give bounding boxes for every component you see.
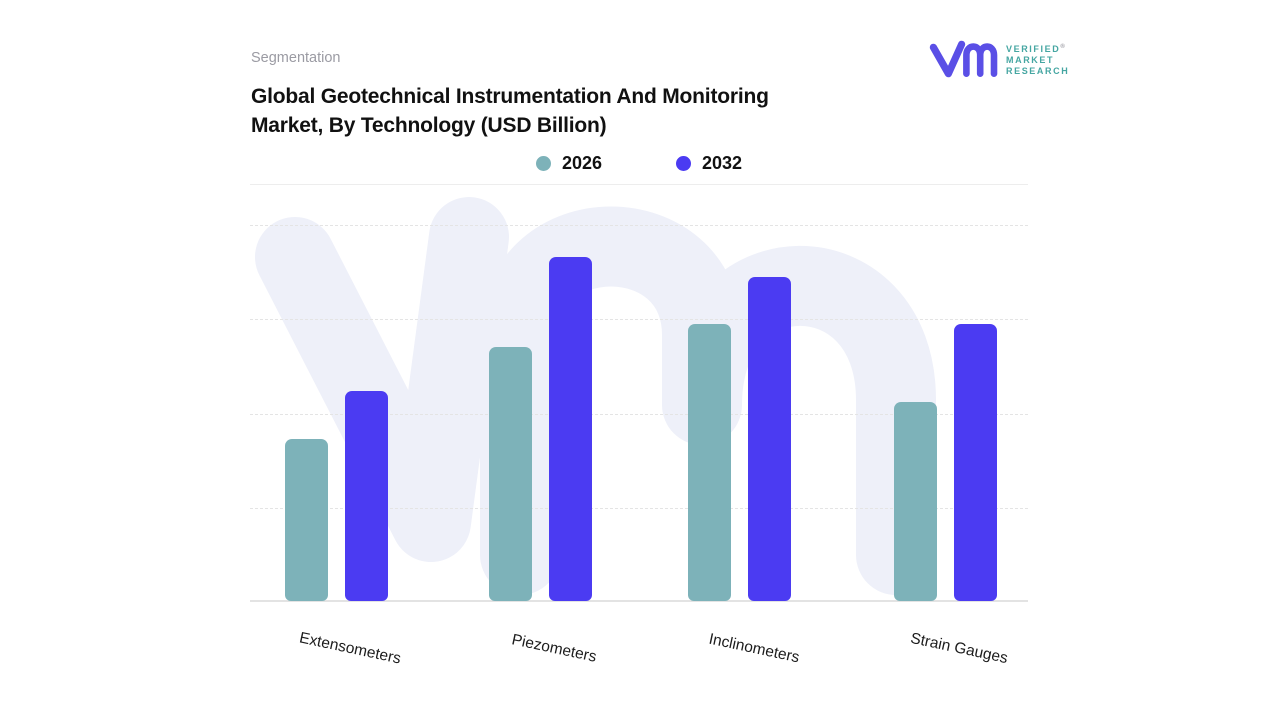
chart-title: Global Geotechnical Instrumentation And … (251, 85, 769, 137)
legend: 2026 2032 (250, 148, 1028, 178)
bar-2026-strain-gauges (893, 402, 937, 601)
x-axis-labels: Extensometers Piezometers Inclinometers Str… (250, 602, 1028, 720)
legend-item-2026: 2026 (535, 152, 602, 174)
x-axis-label-extensometers: Extensometers (297, 629, 403, 668)
x-axis-label-inclinometers: Inclinometers (706, 630, 801, 667)
logo-line-verified: VERIFIED (1006, 43, 1061, 54)
plot-area (250, 197, 1028, 602)
bar-2032-inclinometers (748, 276, 791, 601)
registered-trademark: ® (1060, 43, 1065, 50)
vmr-logo: VERIFIED® MARKET RESEARCH (928, 36, 1069, 82)
vmr-logo-mark-icon (929, 40, 998, 78)
gridline (250, 507, 1028, 509)
bar-2032-piezometers (548, 257, 592, 601)
segmentation-label: Segmentation (251, 50, 341, 66)
logo-line-market: MARKET (1006, 54, 1055, 65)
legend-swatch-2032 (676, 155, 691, 171)
x-axis-line (250, 600, 1028, 602)
gridline (250, 319, 1028, 321)
bar-2026-inclinometers (688, 323, 731, 601)
bar-2032-strain-gauges (953, 323, 997, 601)
legend-item-2032: 2032 (676, 153, 742, 174)
legend-label: 2032 (702, 152, 743, 173)
header-divider (250, 184, 1028, 185)
x-axis-label-piezometers: Piezometers (510, 631, 599, 666)
x-axis-label-strain-gauges: Strain Gauges (908, 629, 1010, 668)
bar-2032-extensometers (344, 390, 388, 601)
legend-swatch-2026 (535, 155, 551, 171)
legend-label: 2026 (561, 152, 602, 173)
bar-2026-piezometers (488, 347, 532, 601)
bar-2026-extensometers (284, 438, 328, 601)
gridline (250, 225, 1028, 226)
gridline (250, 413, 1028, 415)
logo-line-research: RESEARCH (1006, 65, 1070, 76)
vmr-logo-text: VERIFIED® MARKET RESEARCH (1006, 42, 1069, 77)
